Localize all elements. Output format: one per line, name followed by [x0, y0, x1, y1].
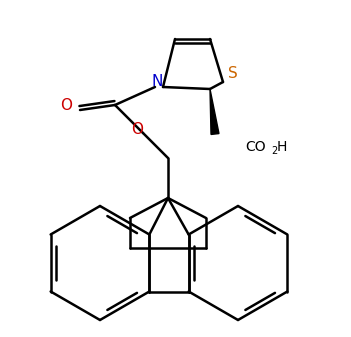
Text: N: N	[151, 73, 163, 89]
Text: H: H	[277, 140, 287, 154]
Text: O: O	[131, 123, 143, 137]
Polygon shape	[210, 89, 219, 134]
Text: 2: 2	[271, 146, 277, 156]
Text: O: O	[60, 97, 72, 113]
Text: CO: CO	[245, 140, 266, 154]
Text: S: S	[228, 66, 238, 82]
